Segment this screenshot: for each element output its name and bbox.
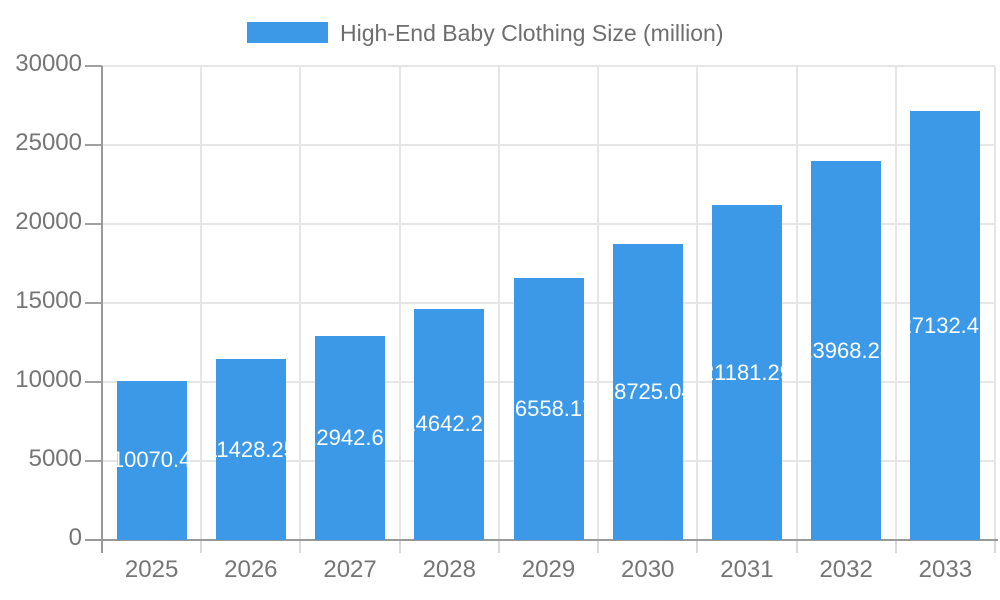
x-axis-tick [994,540,996,553]
x-axis-tick-label: 2032 [819,556,873,583]
y-axis-tick [85,223,102,225]
bar-value-label: 16558.17 [514,396,584,422]
v-gridline [696,66,699,540]
v-gridline [398,66,401,540]
v-gridline [597,66,600,540]
x-axis-tick-label: 2025 [124,556,179,583]
x-axis-line [85,539,998,541]
y-axis-tick [85,65,102,67]
x-axis-tick-label: 2030 [621,556,675,583]
bar-2028[interactable]: 14642.28 [414,308,485,540]
x-axis-tick [696,540,699,553]
bar-value-label: 12942.61 [315,424,385,450]
v-gridline [994,66,996,540]
x-axis-tick [497,540,500,553]
bar-value-label: 14642.28 [414,411,484,437]
y-axis-tick-label: 15000 [15,287,82,314]
x-axis-tick-label: 2028 [422,556,476,583]
x-axis-tick [795,540,798,553]
x-axis-tick [597,540,600,553]
h-gridline [102,223,995,225]
y-axis-tick-label: 0 [68,524,82,551]
x-axis-tick [299,540,302,553]
y-axis-tick-label: 30000 [15,50,82,77]
bar-2031[interactable]: 21181.29 [711,205,782,540]
x-axis-tick [398,540,401,553]
chart-legend[interactable]: High-End Baby Clothing Size (million) [0,18,1000,48]
legend-swatch-icon [247,22,328,43]
y-axis-line [101,66,103,553]
y-axis-tick [85,460,102,462]
x-axis-tick [200,540,203,553]
v-gridline [497,66,500,540]
y-axis-tick-label: 5000 [28,445,82,472]
h-gridline [102,144,995,146]
x-axis-tick-label: 2027 [323,556,377,583]
bar-value-label: 10070.4 [116,447,187,473]
bar-2029[interactable]: 16558.17 [513,278,584,540]
y-axis-tick [85,302,102,304]
h-gridline [102,65,995,67]
y-axis-tick [85,144,102,146]
v-gridline [795,66,798,540]
bar-value-label: 21181.29 [712,359,782,385]
bar-value-label: 18725.04 [613,379,683,405]
x-axis-tick-label: 2033 [918,556,973,583]
y-axis-tick-label: 20000 [15,208,82,235]
x-axis-tick [894,540,897,553]
bar-2030[interactable]: 18725.04 [612,244,683,540]
x-axis-tick-label: 2031 [720,556,774,583]
bar-2032[interactable]: 23968.28 [811,161,882,540]
x-axis-tick-label: 2029 [521,556,576,583]
bar-2025[interactable]: 10070.4 [116,380,187,540]
v-gridline [200,66,203,540]
bar-value-label: 23968.28 [811,337,881,363]
legend-label: High-End Baby Clothing Size (million) [340,20,724,46]
v-gridline [299,66,302,540]
v-gridline [894,66,897,540]
y-axis-tick-label: 10000 [15,366,82,393]
bar-2027[interactable]: 12942.61 [315,335,386,540]
y-axis-tick-label: 25000 [15,129,82,156]
y-axis-tick [85,381,102,383]
bar-value-label: 11428.25 [216,436,286,462]
x-axis-tick-label: 2026 [224,556,278,583]
bar-2026[interactable]: 11428.25 [215,359,286,540]
